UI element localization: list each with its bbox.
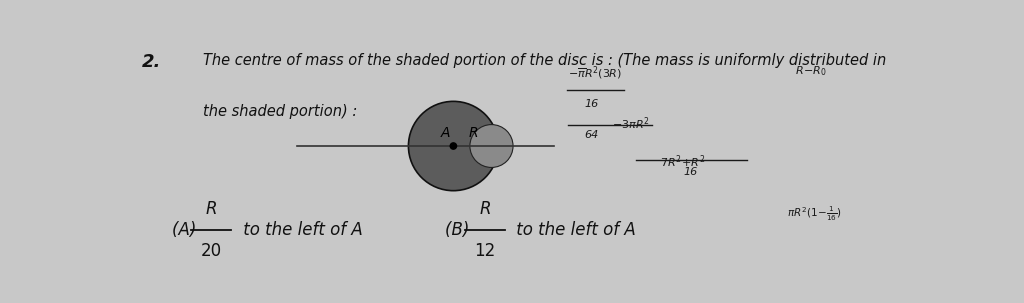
Text: 16: 16 bbox=[585, 99, 599, 109]
Text: R: R bbox=[206, 200, 217, 218]
Text: the shaded portion) :: the shaded portion) : bbox=[204, 104, 357, 119]
Text: (B): (B) bbox=[445, 221, 475, 239]
Text: A: A bbox=[440, 126, 451, 140]
Text: 16: 16 bbox=[684, 167, 697, 177]
Text: $7R^2\!+\!R^2$: $7R^2\!+\!R^2$ bbox=[659, 153, 706, 170]
Ellipse shape bbox=[409, 102, 499, 191]
Text: $-3\pi R^2$: $-3\pi R^2$ bbox=[612, 116, 650, 132]
Text: The centre of mass of the shaded portion of the disc is : (The mass is uniformly: The centre of mass of the shaded portion… bbox=[204, 53, 887, 68]
Text: $\pi R^2(1\!-\!\frac{1}{16})$: $\pi R^2(1\!-\!\frac{1}{16})$ bbox=[786, 204, 842, 223]
Text: 64: 64 bbox=[585, 130, 599, 140]
Ellipse shape bbox=[451, 143, 457, 149]
Text: R: R bbox=[468, 126, 478, 140]
Text: (A): (A) bbox=[172, 221, 202, 239]
Text: $-\overline{\pi}R^2(3R)$: $-\overline{\pi}R^2(3R)$ bbox=[568, 64, 623, 82]
Text: to the left of A: to the left of A bbox=[511, 221, 636, 239]
Text: 20: 20 bbox=[201, 242, 222, 260]
Ellipse shape bbox=[470, 125, 513, 168]
Text: 2.: 2. bbox=[142, 53, 162, 71]
Text: 12: 12 bbox=[474, 242, 496, 260]
Text: R: R bbox=[479, 200, 490, 218]
Text: $R\!-\!R_0$: $R\!-\!R_0$ bbox=[795, 64, 826, 78]
Text: to the left of A: to the left of A bbox=[238, 221, 362, 239]
